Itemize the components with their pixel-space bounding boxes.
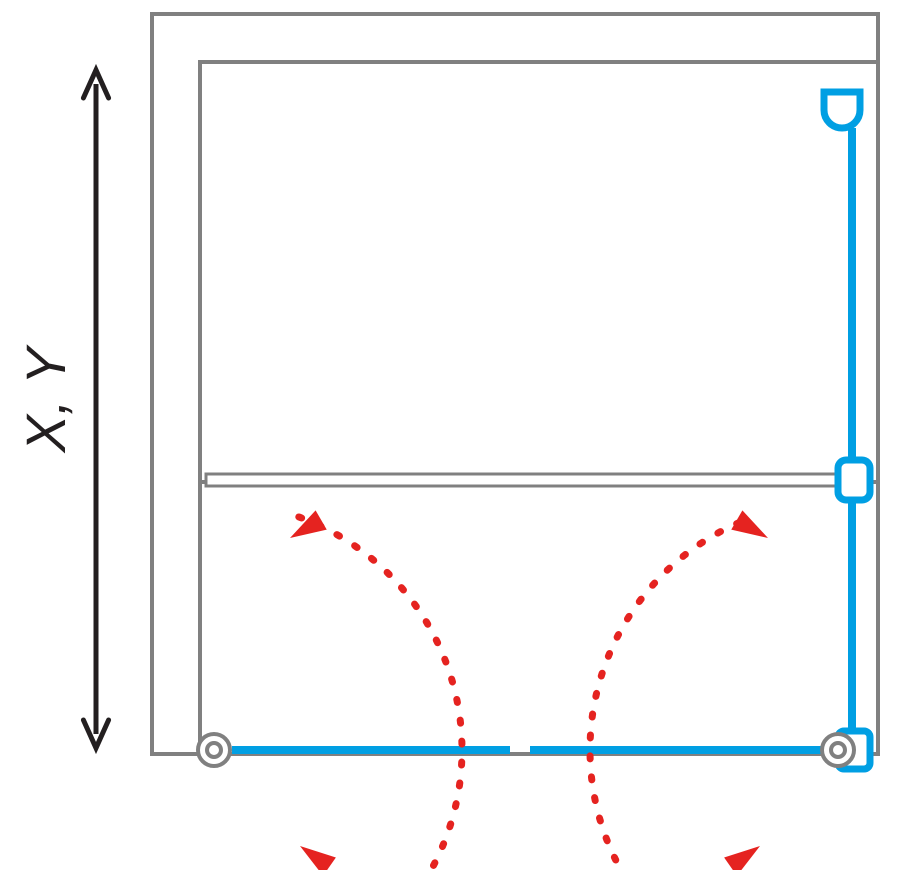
swing-arrow-2	[731, 510, 773, 547]
inner-panel	[200, 62, 878, 482]
left-swing-arc	[299, 517, 462, 870]
left-hinge-inner	[207, 743, 221, 757]
swing-arrow-3	[724, 837, 766, 870]
swing-arrow-1	[294, 837, 336, 870]
mid-bracket	[838, 460, 870, 500]
swing-arrow-0	[284, 510, 326, 547]
right-hinge-inner	[831, 743, 845, 757]
top-bracket	[824, 92, 860, 128]
horizontal-rail	[206, 474, 842, 486]
dimension-label: X, Y	[5, 340, 85, 460]
diagram-svg	[0, 0, 900, 870]
outer-frame	[152, 14, 878, 754]
wall-l-shape	[152, 14, 878, 754]
right-swing-arc	[590, 517, 753, 870]
diagram-canvas: X, Y	[0, 0, 900, 870]
